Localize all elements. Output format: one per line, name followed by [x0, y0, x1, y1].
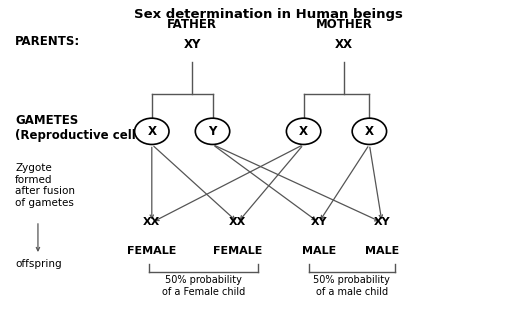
Text: 50% probability
of a Female child: 50% probability of a Female child [162, 275, 245, 297]
Text: Y: Y [208, 125, 216, 138]
Text: FATHER: FATHER [167, 18, 217, 31]
Text: GAMETES
(Reproductive cells: GAMETES (Reproductive cells [15, 114, 142, 142]
Text: FEMALE: FEMALE [213, 246, 262, 256]
Text: XX: XX [143, 217, 160, 227]
Ellipse shape [195, 118, 229, 145]
Text: FEMALE: FEMALE [127, 246, 176, 256]
Text: X: X [364, 125, 373, 138]
Ellipse shape [351, 118, 386, 145]
Text: XX: XX [229, 217, 246, 227]
Text: XY: XY [183, 38, 200, 51]
Text: XY: XY [373, 217, 389, 227]
Text: MALE: MALE [364, 246, 398, 256]
Text: XY: XY [310, 217, 326, 227]
Text: Zygote
formed
after fusion
of gametes: Zygote formed after fusion of gametes [15, 163, 75, 208]
Ellipse shape [286, 118, 320, 145]
Text: X: X [147, 125, 156, 138]
Ellipse shape [134, 118, 169, 145]
Text: offspring: offspring [15, 259, 62, 269]
Text: X: X [298, 125, 308, 138]
Text: XX: XX [334, 38, 352, 51]
Text: Sex determination in Human beings: Sex determination in Human beings [133, 8, 402, 21]
Text: PARENTS:: PARENTS: [15, 35, 80, 48]
Text: 50% probability
of a male child: 50% probability of a male child [313, 275, 389, 297]
Text: MOTHER: MOTHER [315, 18, 372, 31]
Text: MALE: MALE [301, 246, 335, 256]
